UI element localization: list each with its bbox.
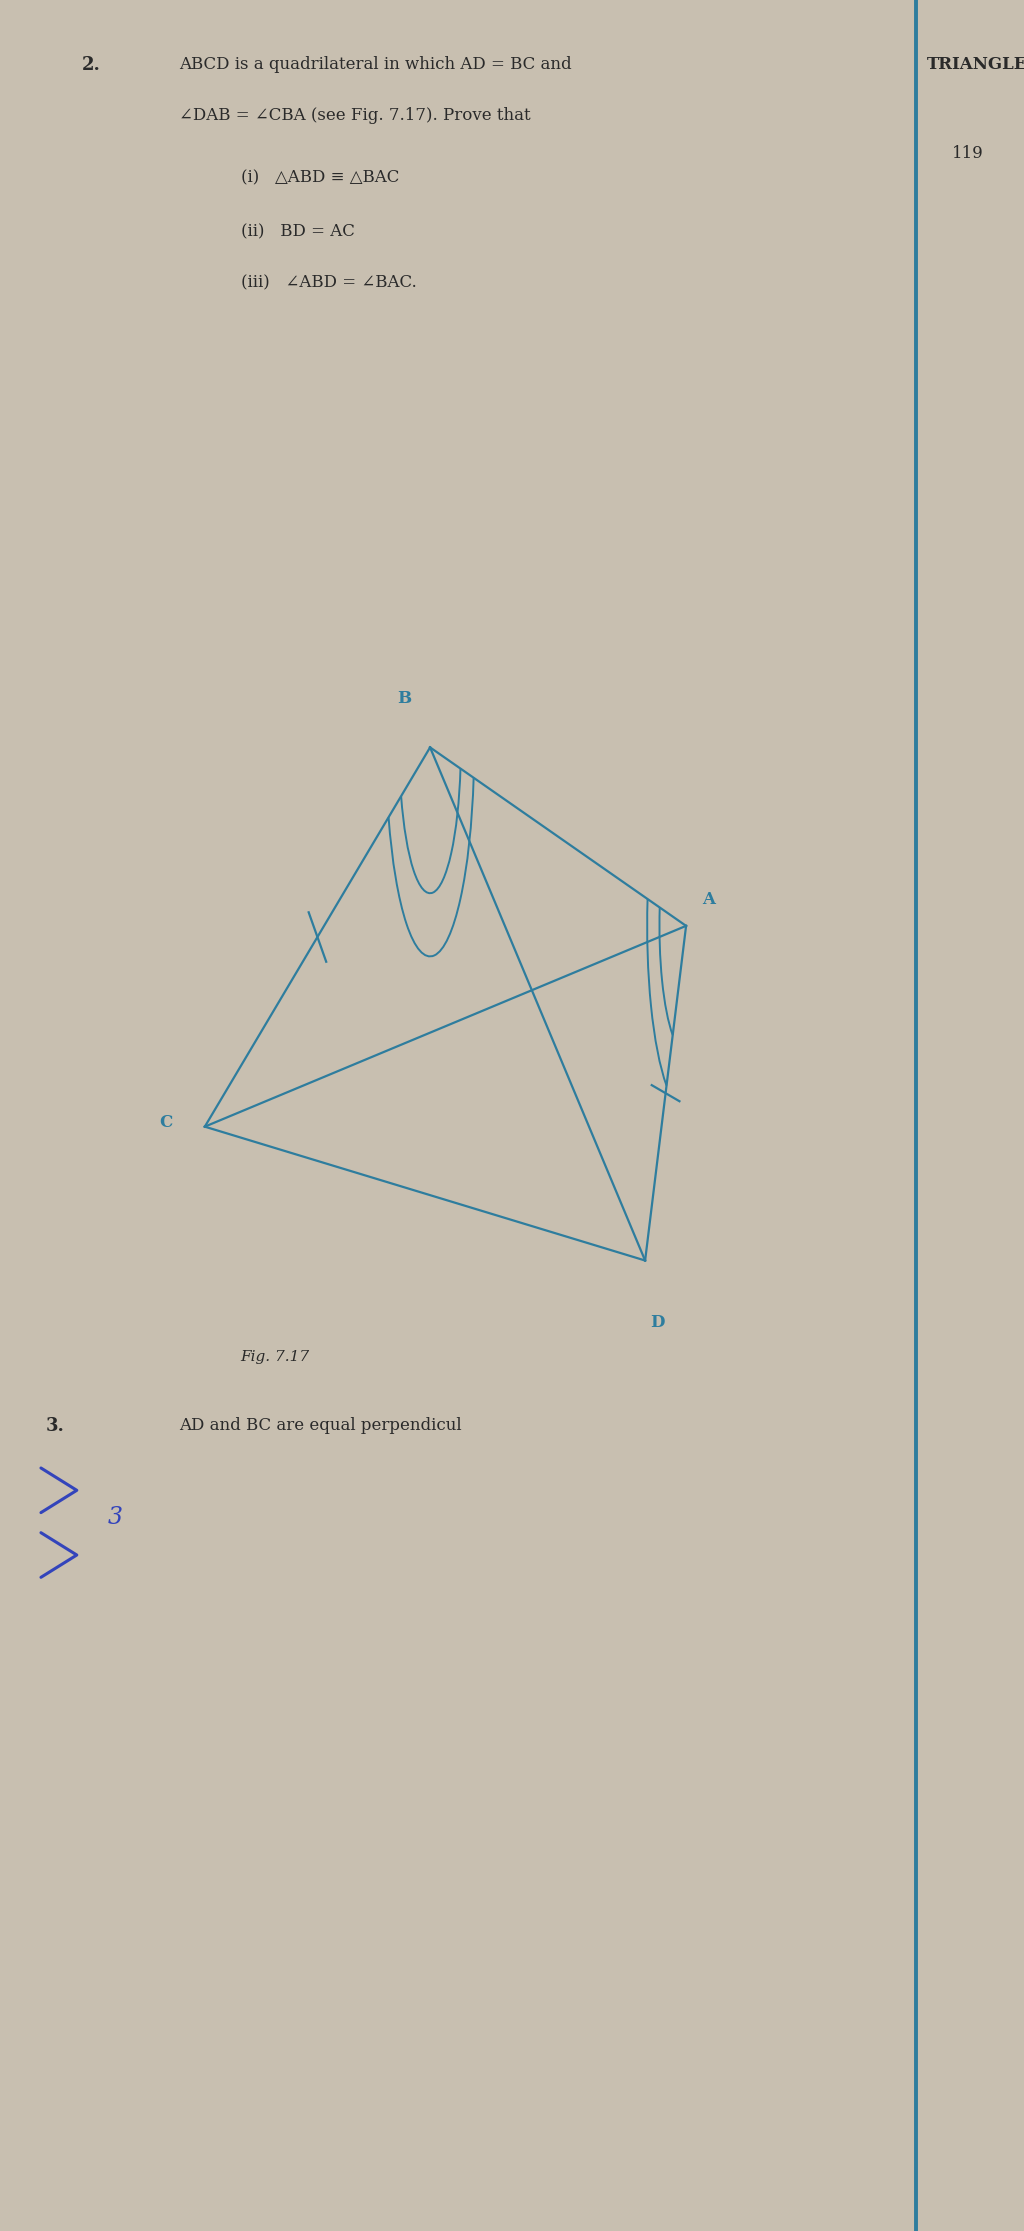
Text: D: D bbox=[650, 1314, 665, 1332]
Text: 119: 119 bbox=[951, 145, 984, 163]
Text: B: B bbox=[397, 689, 412, 707]
Text: (i)   △ABD ≡ △BAC: (i) △ABD ≡ △BAC bbox=[241, 170, 399, 187]
Text: ∠DAB = ∠CBA (see Fig. 7.17). Prove that: ∠DAB = ∠CBA (see Fig. 7.17). Prove that bbox=[179, 107, 530, 125]
Text: ABCD is a quadrilateral in which AD = BC and: ABCD is a quadrilateral in which AD = BC… bbox=[179, 56, 571, 74]
Text: TRIANGLES: TRIANGLES bbox=[927, 56, 1024, 74]
Text: 2.: 2. bbox=[82, 56, 100, 74]
Text: C: C bbox=[160, 1113, 172, 1131]
Text: Fig. 7.17: Fig. 7.17 bbox=[241, 1350, 310, 1363]
Text: AD and BC are equal perpendicul: AD and BC are equal perpendicul bbox=[179, 1417, 462, 1435]
Text: A: A bbox=[702, 890, 715, 908]
Text: (iii)   ∠ABD = ∠BAC.: (iii) ∠ABD = ∠BAC. bbox=[241, 274, 417, 292]
Text: 3: 3 bbox=[108, 1506, 123, 1528]
Text: 3.: 3. bbox=[46, 1417, 65, 1435]
Text: (ii)   BD = AC: (ii) BD = AC bbox=[241, 223, 354, 241]
